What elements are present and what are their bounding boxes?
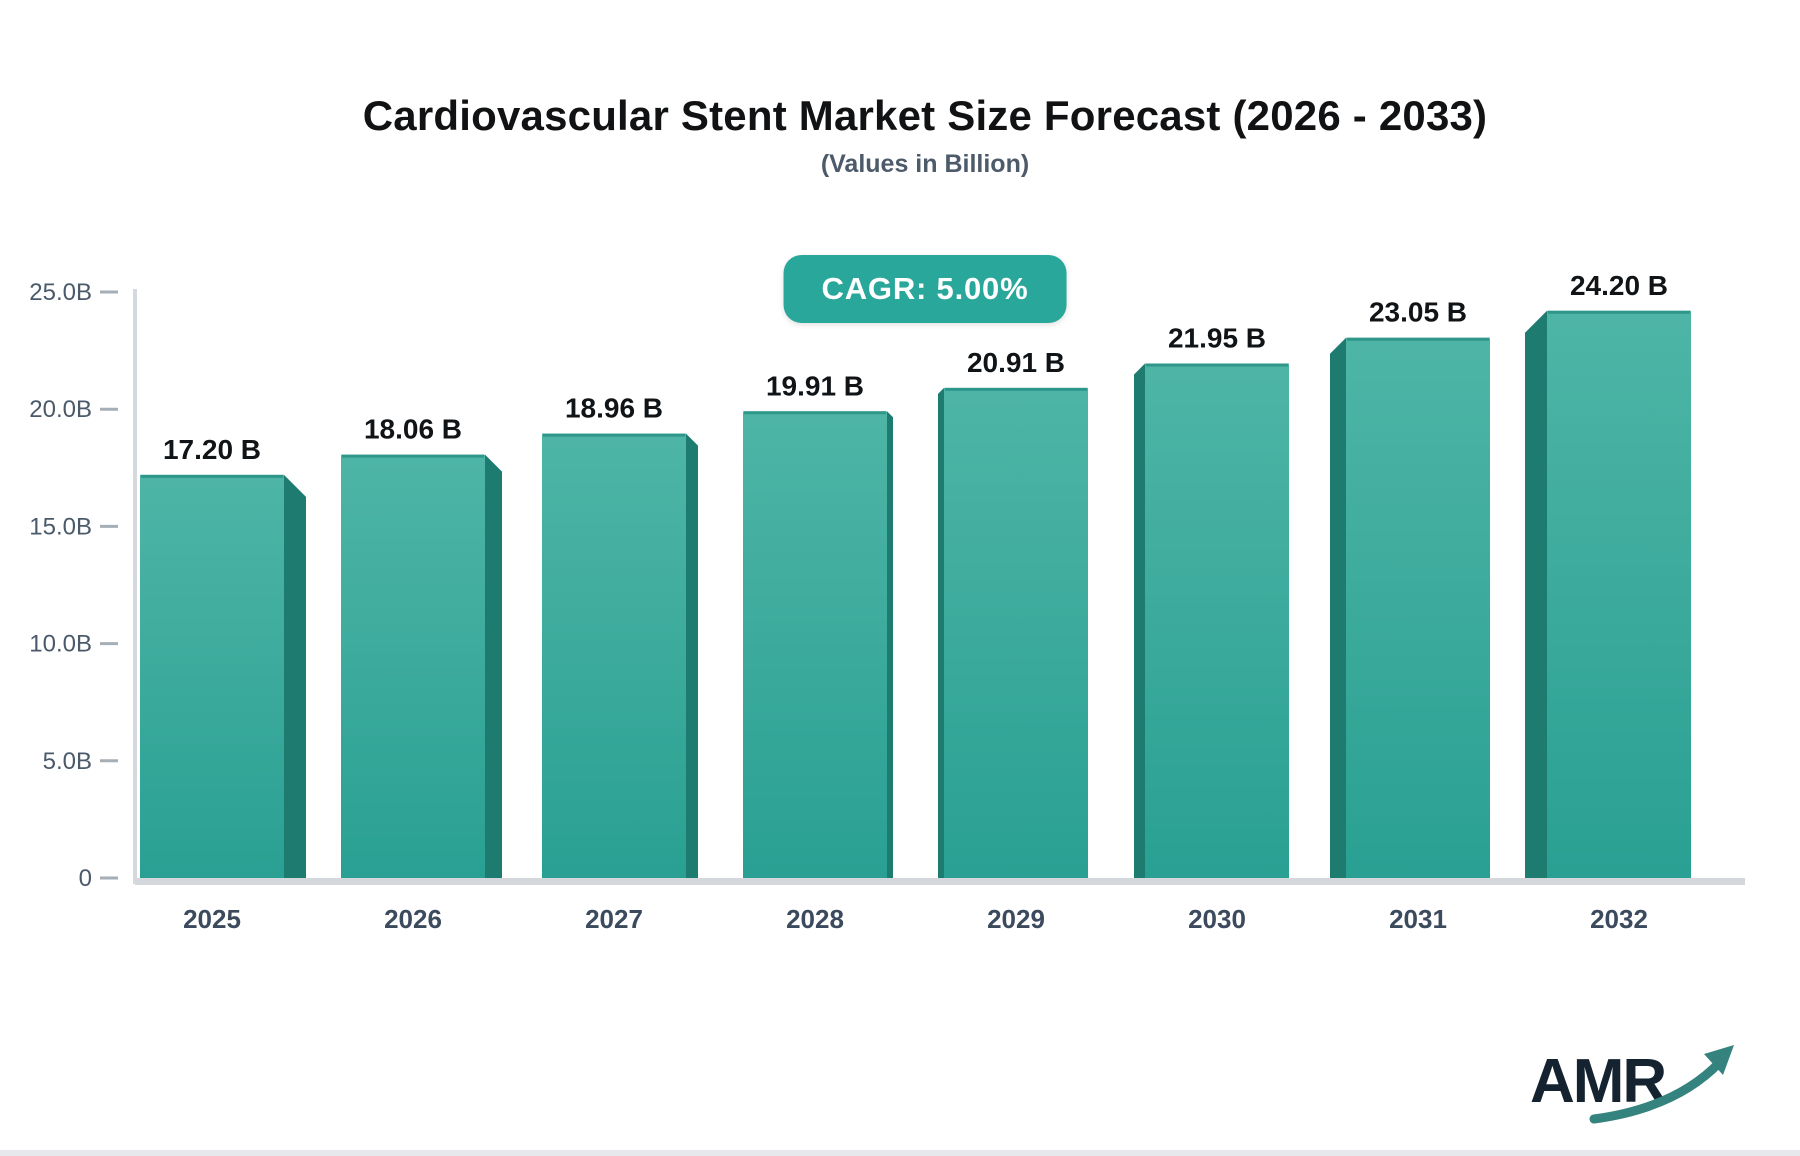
amr-logo-arrow-icon bbox=[1589, 1057, 1725, 1124]
x-axis-label: 2031 bbox=[1389, 904, 1447, 934]
x-axis-baseline bbox=[135, 878, 1745, 885]
bar-value-label: 19.91 B bbox=[766, 370, 864, 401]
x-axis-label: 2025 bbox=[183, 904, 241, 934]
bar-value-label: 18.96 B bbox=[565, 393, 663, 424]
y-tick-label: 0 bbox=[79, 865, 92, 892]
amr-logo-arrowhead-icon bbox=[1704, 1045, 1734, 1075]
bar-group-2027: 18.96 B 2027 bbox=[542, 393, 698, 934]
x-axis-label: 2026 bbox=[384, 904, 442, 934]
y-tick-label: 10.0B bbox=[29, 631, 92, 658]
y-tick-label: 5.0B bbox=[43, 748, 92, 775]
footer-strip bbox=[0, 1150, 1800, 1156]
x-axis-label: 2032 bbox=[1590, 904, 1648, 934]
cagr-badge-label: CAGR: 5.00% bbox=[821, 271, 1029, 306]
bar-side-face bbox=[284, 474, 306, 878]
bar-front-face bbox=[743, 411, 887, 878]
bar-side-face bbox=[1330, 337, 1346, 878]
x-axis-label: 2029 bbox=[987, 904, 1045, 934]
bar-value-label: 23.05 B bbox=[1369, 297, 1467, 328]
bar-group-2028: 19.91 B 2028 bbox=[743, 370, 893, 934]
y-tick-label: 25.0B bbox=[29, 279, 92, 306]
bar-group-2029: 20.91 B 2029 bbox=[938, 347, 1088, 934]
bar-group-2031: 23.05 B 2031 bbox=[1330, 297, 1490, 934]
bar-front-face bbox=[341, 454, 485, 878]
bar-side-face bbox=[938, 387, 944, 878]
amr-logo: AMR bbox=[1524, 1022, 1780, 1126]
bar-front-face bbox=[1145, 363, 1289, 878]
bar-value-label: 21.95 B bbox=[1168, 322, 1266, 353]
bar-group-2032: 24.20 B 2032 bbox=[1525, 270, 1691, 934]
x-axis-label: 2027 bbox=[585, 904, 643, 934]
bar-group-2025: 17.20 B 2025 bbox=[140, 434, 306, 934]
bar-side-face bbox=[887, 411, 893, 878]
bar-side-face bbox=[1525, 310, 1547, 878]
bar-group-2026: 18.06 B 2026 bbox=[341, 414, 502, 934]
y-tick-label: 20.0B bbox=[29, 396, 92, 423]
bar-side-face bbox=[485, 454, 502, 878]
cagr-badge: CAGR: 5.00% bbox=[783, 255, 1067, 323]
bar-front-face bbox=[542, 433, 686, 878]
x-axis-label: 2030 bbox=[1188, 904, 1246, 934]
bar-side-face bbox=[1134, 363, 1145, 878]
bar-value-label: 17.20 B bbox=[163, 434, 261, 465]
bar-value-label: 20.91 B bbox=[967, 347, 1065, 378]
x-axis-label: 2028 bbox=[786, 904, 844, 934]
bar-front-face bbox=[140, 474, 284, 878]
bar-group-2030: 21.95 B 2030 bbox=[1134, 322, 1289, 934]
y-tick-label: 15.0B bbox=[29, 513, 92, 540]
bar-front-face bbox=[1346, 337, 1490, 878]
bar-side-face bbox=[686, 433, 698, 878]
bar-value-label: 24.20 B bbox=[1570, 270, 1668, 301]
page-title: Cardiovascular Stent Market Size Forecas… bbox=[362, 92, 1488, 139]
bar-value-label: 18.06 B bbox=[364, 414, 462, 445]
page-subtitle: (Values in Billion) bbox=[820, 150, 1030, 178]
bar-front-face bbox=[944, 387, 1088, 878]
bar-front-face bbox=[1547, 310, 1691, 878]
